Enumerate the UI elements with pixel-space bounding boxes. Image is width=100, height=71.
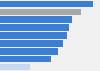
- Bar: [0, 56, 51, 62]
- Bar: [0, 1, 93, 7]
- Bar: [0, 64, 30, 70]
- Bar: [0, 32, 67, 39]
- Bar: [0, 16, 72, 23]
- Bar: [0, 40, 63, 47]
- Bar: [0, 24, 69, 31]
- Bar: [0, 9, 82, 15]
- Bar: [0, 48, 58, 55]
